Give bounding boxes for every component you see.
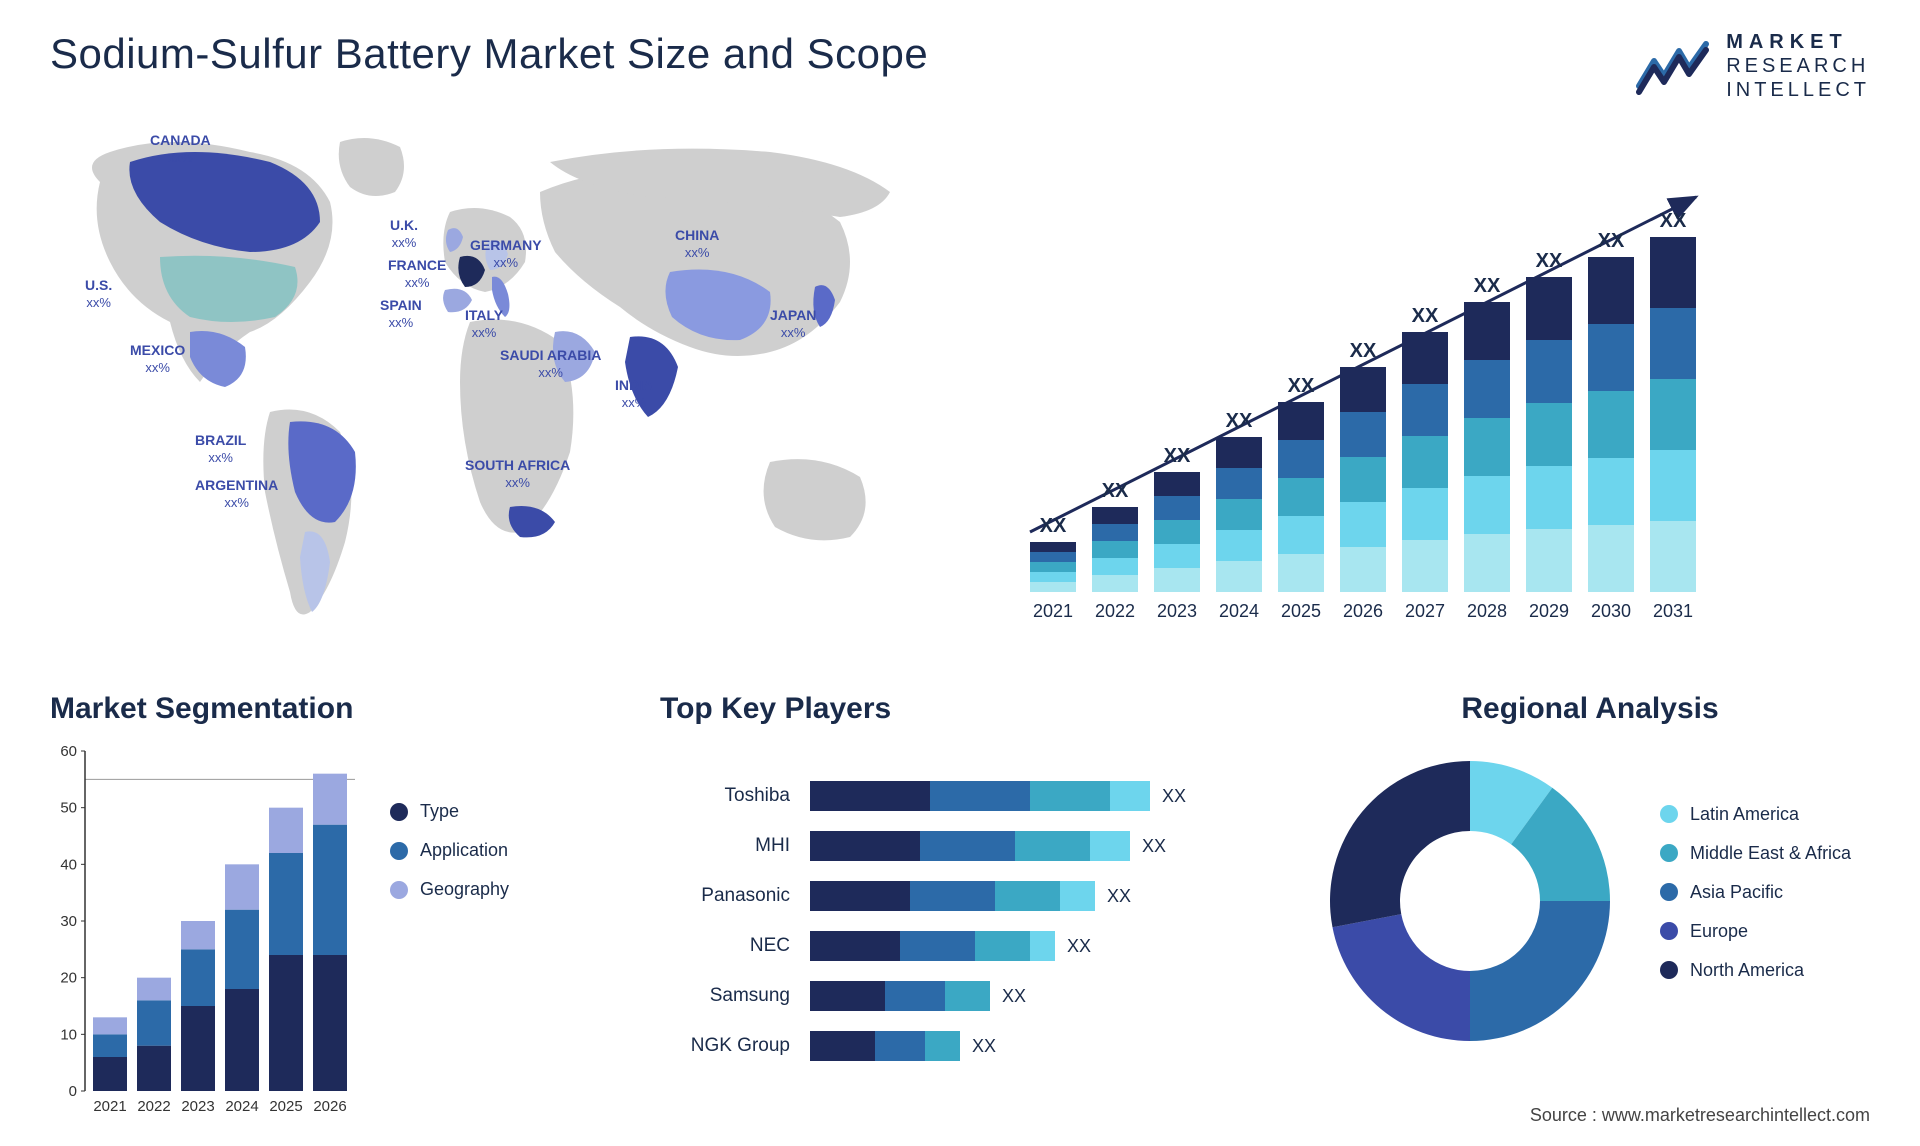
legend-item: Type bbox=[390, 801, 630, 822]
map-label: SPAINxx% bbox=[380, 297, 422, 331]
svg-text:XX: XX bbox=[1040, 515, 1067, 537]
player-value: XX bbox=[1002, 986, 1026, 1007]
svg-text:XX: XX bbox=[1536, 250, 1563, 272]
map-label: U.S.xx% bbox=[85, 277, 112, 311]
svg-text:2023: 2023 bbox=[1157, 601, 1197, 621]
svg-text:2031: 2031 bbox=[1653, 601, 1693, 621]
player-label: Samsung bbox=[660, 971, 790, 1021]
svg-text:2023: 2023 bbox=[181, 1098, 214, 1115]
regional-panel: Regional Analysis Latin America Middle Ea… bbox=[1310, 692, 1870, 1132]
svg-text:2029: 2029 bbox=[1529, 601, 1569, 621]
segmentation-chart: 0 10 20 30 40 50 60 2021 2022 2023 2024 2025 2026 bbox=[50, 741, 360, 1121]
legend-item: Latin America bbox=[1660, 804, 1870, 825]
growth-chart-panel: XX 2021 XX 2022 XX 2023 XX 2024 XX 2025 XX 2026 XX 20… bbox=[970, 122, 1870, 662]
regional-title: Regional Analysis bbox=[1310, 692, 1870, 726]
players-title: Top Key Players bbox=[660, 692, 1280, 726]
legend-item: Geography bbox=[390, 879, 630, 900]
svg-text:2022: 2022 bbox=[1095, 601, 1135, 621]
segmentation-legend: Type Application Geography bbox=[390, 741, 630, 1121]
map-label: CHINAxx% bbox=[675, 227, 719, 261]
map-label: U.K.xx% bbox=[390, 217, 418, 251]
player-label: MHI bbox=[660, 821, 790, 871]
svg-text:2030: 2030 bbox=[1591, 601, 1631, 621]
svg-text:XX: XX bbox=[1412, 305, 1439, 327]
svg-text:2021: 2021 bbox=[1033, 601, 1073, 621]
svg-text:60: 60 bbox=[60, 743, 77, 760]
svg-text:0: 0 bbox=[69, 1083, 77, 1100]
map-label: MEXICOxx% bbox=[130, 342, 185, 376]
legend-item: Asia Pacific bbox=[1660, 882, 1870, 903]
svg-text:XX: XX bbox=[1288, 375, 1315, 397]
player-value: XX bbox=[1142, 836, 1166, 857]
logo: MARKET RESEARCH INTELLECT bbox=[1634, 30, 1870, 102]
map-label: GERMANYxx% bbox=[470, 237, 542, 271]
svg-text:40: 40 bbox=[60, 856, 77, 873]
svg-text:30: 30 bbox=[60, 913, 77, 930]
map-label: ARGENTINAxx% bbox=[195, 477, 278, 511]
player-row: XX bbox=[810, 1021, 1280, 1071]
svg-text:XX: XX bbox=[1474, 275, 1501, 297]
map-label: JAPANxx% bbox=[770, 307, 816, 341]
svg-text:2027: 2027 bbox=[1405, 601, 1445, 621]
map-label: ITALYxx% bbox=[465, 307, 503, 341]
svg-text:10: 10 bbox=[60, 1026, 77, 1043]
logo-line1: MARKET bbox=[1726, 31, 1848, 53]
player-row: XX bbox=[810, 921, 1280, 971]
svg-text:2026: 2026 bbox=[1343, 601, 1383, 621]
player-label: NEC bbox=[660, 921, 790, 971]
player-value: XX bbox=[1107, 886, 1131, 907]
svg-text:XX: XX bbox=[1660, 210, 1687, 232]
svg-text:XX: XX bbox=[1102, 480, 1129, 502]
legend-item: Europe bbox=[1660, 921, 1870, 942]
svg-text:XX: XX bbox=[1350, 340, 1377, 362]
player-label: Toshiba bbox=[660, 771, 790, 821]
svg-text:2025: 2025 bbox=[269, 1098, 302, 1115]
player-row: XX bbox=[810, 971, 1280, 1021]
svg-text:2021: 2021 bbox=[93, 1098, 126, 1115]
player-value: XX bbox=[1067, 936, 1091, 957]
logo-line3: INTELLECT bbox=[1726, 78, 1870, 102]
map-label: SAUDI ARABIAxx% bbox=[500, 347, 601, 381]
segmentation-title: Market Segmentation bbox=[50, 692, 630, 726]
svg-text:50: 50 bbox=[60, 800, 77, 817]
svg-text:2028: 2028 bbox=[1467, 601, 1507, 621]
players-panel: Top Key Players ToshibaMHIPanasonicNECSa… bbox=[660, 692, 1280, 1132]
player-value: XX bbox=[972, 1036, 996, 1057]
logo-icon bbox=[1634, 36, 1714, 96]
svg-text:2025: 2025 bbox=[1281, 601, 1321, 621]
page-title: Sodium-Sulfur Battery Market Size and Sc… bbox=[50, 30, 928, 78]
map-label: FRANCExx% bbox=[388, 257, 446, 291]
svg-text:2022: 2022 bbox=[137, 1098, 170, 1115]
svg-text:XX: XX bbox=[1226, 410, 1253, 432]
player-label: NGK Group bbox=[660, 1021, 790, 1071]
player-row: XX bbox=[810, 771, 1280, 821]
player-row: XX bbox=[810, 871, 1280, 921]
player-value: XX bbox=[1162, 786, 1186, 807]
svg-text:XX: XX bbox=[1164, 445, 1191, 467]
growth-chart: XX 2021 XX 2022 XX 2023 XX 2024 XX 2025 XX 2026 XX 20… bbox=[970, 122, 1850, 642]
svg-text:20: 20 bbox=[60, 970, 77, 987]
legend-item: Middle East & Africa bbox=[1660, 843, 1870, 864]
player-row: XX bbox=[810, 821, 1280, 871]
segmentation-panel: Market Segmentation 0 10 20 30 40 50 60 2021 202… bbox=[50, 692, 630, 1132]
players-labels: ToshibaMHIPanasonicNECSamsungNGK Group bbox=[660, 741, 790, 1071]
players-bars: XX XX XX XX XX XX bbox=[810, 741, 1280, 1071]
svg-text:2026: 2026 bbox=[313, 1098, 346, 1115]
map-label: CANADAxx% bbox=[150, 132, 211, 166]
regional-legend: Latin America Middle East & Africa Asia Pa… bbox=[1660, 804, 1870, 999]
map-label: INDIAxx% bbox=[615, 377, 653, 411]
player-label: Panasonic bbox=[660, 871, 790, 921]
logo-line2: RESEARCH bbox=[1726, 54, 1870, 78]
map-label: BRAZILxx% bbox=[195, 432, 246, 466]
svg-text:XX: XX bbox=[1598, 230, 1625, 252]
world-map bbox=[50, 122, 930, 642]
map-label: SOUTH AFRICAxx% bbox=[465, 457, 570, 491]
svg-text:2024: 2024 bbox=[1219, 601, 1259, 621]
world-map-panel: CANADAxx% U.S.xx% MEXICOxx% BRAZILxx% ARGENT… bbox=[50, 122, 930, 662]
source-text: Source : www.marketresearchintellect.com bbox=[1530, 1105, 1870, 1126]
regional-donut bbox=[1310, 741, 1630, 1061]
legend-item: Application bbox=[390, 840, 630, 861]
svg-text:2024: 2024 bbox=[225, 1098, 258, 1115]
legend-item: North America bbox=[1660, 960, 1870, 981]
